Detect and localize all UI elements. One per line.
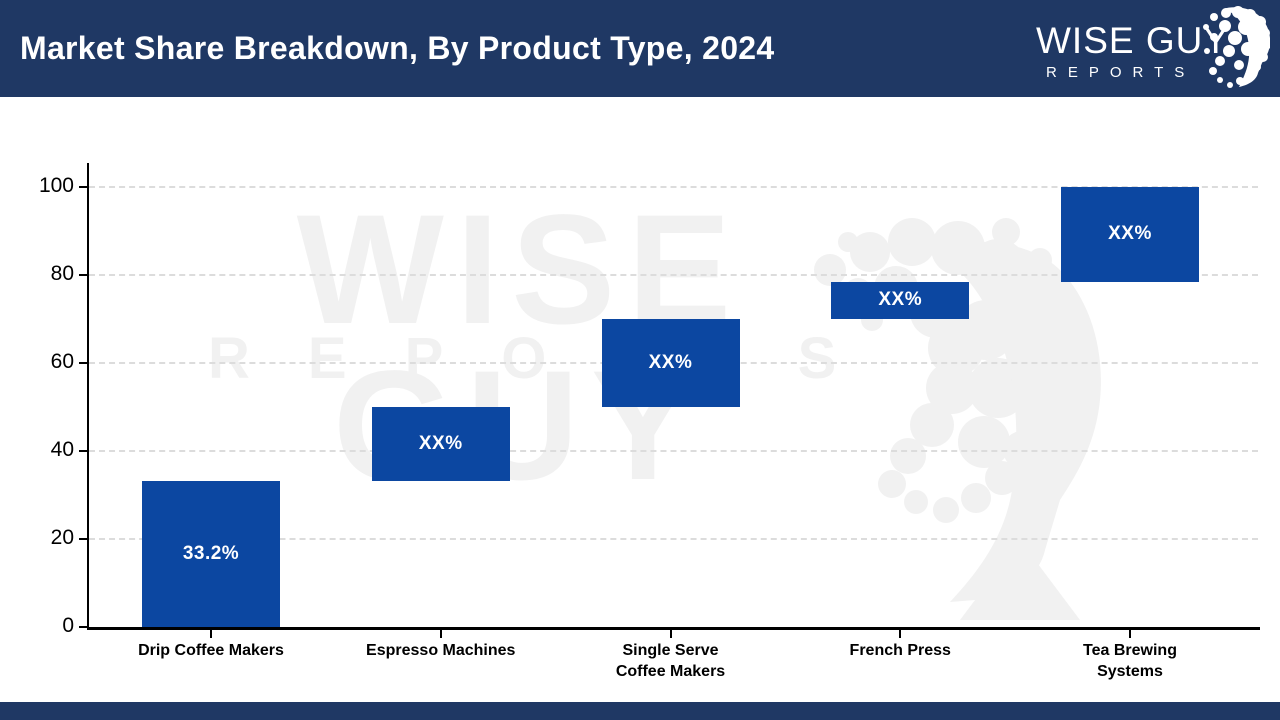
bar-segment: 33.2% [142, 480, 280, 627]
y-tick-label: 60 [50, 350, 74, 373]
footer-bar [0, 702, 1280, 720]
y-tick-label: 40 [50, 438, 74, 461]
bar-value-label: XX% [878, 289, 923, 311]
gridline [89, 186, 1258, 188]
page-title: Market Share Breakdown, By Product Type,… [20, 30, 775, 66]
y-tick-mark [79, 274, 87, 276]
gridline [89, 450, 1258, 452]
x-category-label: Espresso Machines [366, 642, 516, 659]
bar-segment: XX% [601, 319, 740, 407]
y-tick-label: 100 [38, 174, 74, 197]
y-tick-mark [79, 186, 87, 188]
logo-wiseguy-text: WISE GUY [1036, 20, 1229, 61]
x-tick-mark [669, 630, 672, 638]
bar-value-label: XX% [418, 432, 463, 454]
y-tick-mark [79, 538, 87, 540]
x-axis-line [87, 627, 1260, 630]
bar-segment: XX% [831, 281, 970, 319]
bar-segment: XX% [1061, 187, 1199, 282]
wiseguy-logo: WISE GUY REPORTS [1036, 6, 1270, 88]
x-tick-mark [439, 630, 442, 638]
x-category-label: Drip Coffee Makers [138, 642, 284, 659]
x-category-label: French Press [849, 642, 951, 659]
bar-segment: XX% [371, 407, 510, 481]
logo-reports-text: REPORTS [1046, 64, 1195, 81]
y-tick-label: 20 [50, 526, 74, 549]
y-tick-mark [79, 362, 87, 364]
y-tick-mark [79, 450, 87, 452]
logo-head-icon [1203, 6, 1270, 88]
bar-value-label: XX% [648, 352, 693, 373]
gridline [89, 274, 1258, 276]
bar-value-label: 33.2% [182, 542, 240, 564]
y-tick-label: 0 [62, 614, 74, 637]
x-category-label: Single Serve Coffee Makers [615, 642, 726, 680]
waterfall-chart: 0 20 40 60 80 100 33.2% Drip Coffee Makers XX% Es… [0, 97, 1280, 702]
header: Market Share Breakdown, By Product Type,… [0, 0, 1280, 97]
watermark-head-icon [814, 218, 1101, 620]
gridline [89, 538, 1258, 540]
bar-value-label: XX% [1108, 223, 1152, 245]
y-tick-label: 80 [50, 262, 74, 285]
y-tick-mark [79, 626, 87, 628]
x-tick-mark [899, 630, 902, 638]
y-axis-line [87, 163, 89, 627]
x-tick-mark [1129, 630, 1131, 638]
x-tick-mark [210, 630, 212, 638]
x-category-label: Tea Brewing Systems [1083, 642, 1177, 680]
